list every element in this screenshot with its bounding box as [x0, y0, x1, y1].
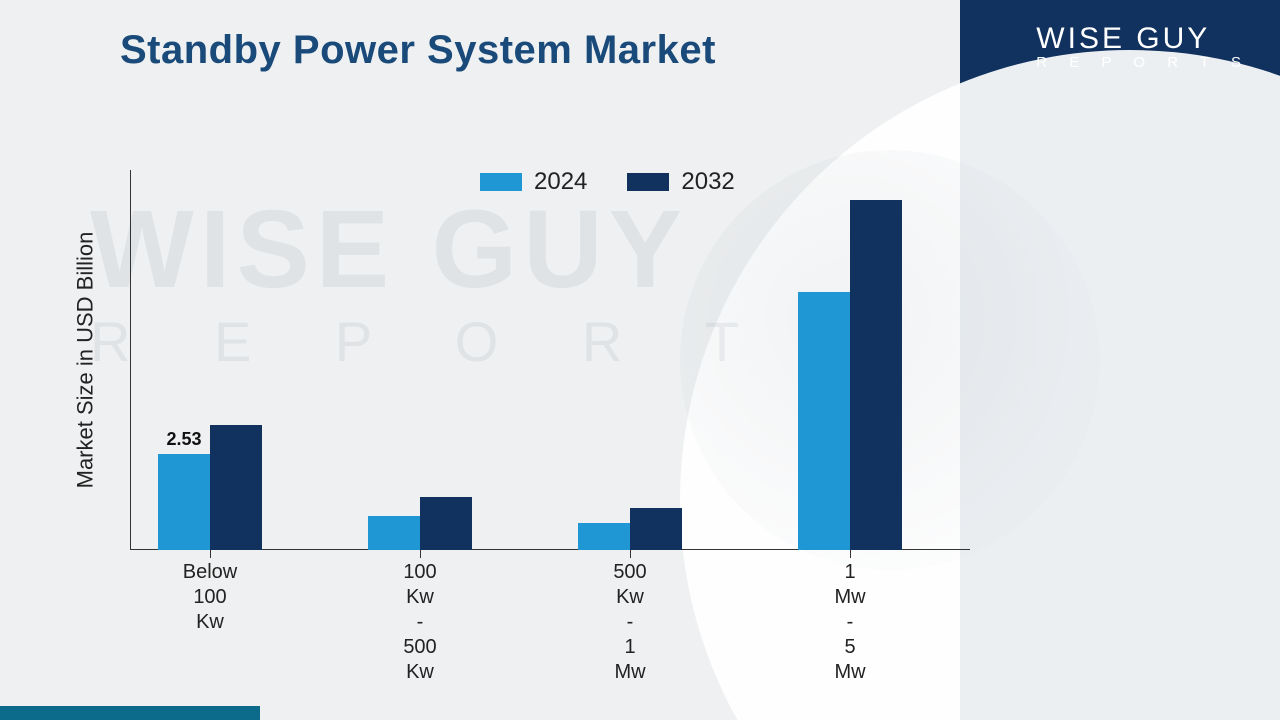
x-tick	[420, 550, 421, 558]
value-label: 2.53	[166, 429, 201, 450]
category-label: 1Mw-5Mw	[780, 560, 920, 685]
chart-area: Market Size in USD Billion Below100Kw100…	[70, 170, 970, 690]
bar-2032-cat3	[850, 200, 902, 550]
category-label: 500Kw-1Mw	[560, 560, 700, 685]
bottom-accent-strip	[0, 706, 260, 720]
y-axis-label-text: Market Size in USD Billion	[72, 232, 98, 489]
x-tick	[850, 550, 851, 558]
plot-region: Below100Kw100Kw-500Kw500Kw-1Mw1Mw-5Mw2.5…	[130, 170, 970, 550]
bar-2024-cat0	[158, 454, 210, 550]
x-tick	[210, 550, 211, 558]
bar-2024-cat3	[798, 292, 850, 550]
bar-2024-cat1	[368, 516, 420, 550]
brand-line1: WISE GUY	[1036, 22, 1250, 56]
bar-2032-cat0	[210, 425, 262, 550]
chart-title: Standby Power System Market	[120, 28, 716, 73]
bar-2032-cat1	[420, 497, 472, 550]
category-label: Below100Kw	[140, 560, 280, 635]
brand-logo: WISE GUY R E P O R T S	[1036, 22, 1250, 71]
bar-2024-cat2	[578, 523, 630, 550]
x-tick	[630, 550, 631, 558]
stage: Standby Power System Market WISE GUY R E…	[0, 0, 1280, 720]
y-axis-line	[130, 170, 131, 550]
brand-line2: R E P O R T S	[1036, 54, 1250, 71]
y-axis-label: Market Size in USD Billion	[70, 170, 100, 550]
bar-2032-cat2	[630, 508, 682, 550]
category-label: 100Kw-500Kw	[350, 560, 490, 685]
